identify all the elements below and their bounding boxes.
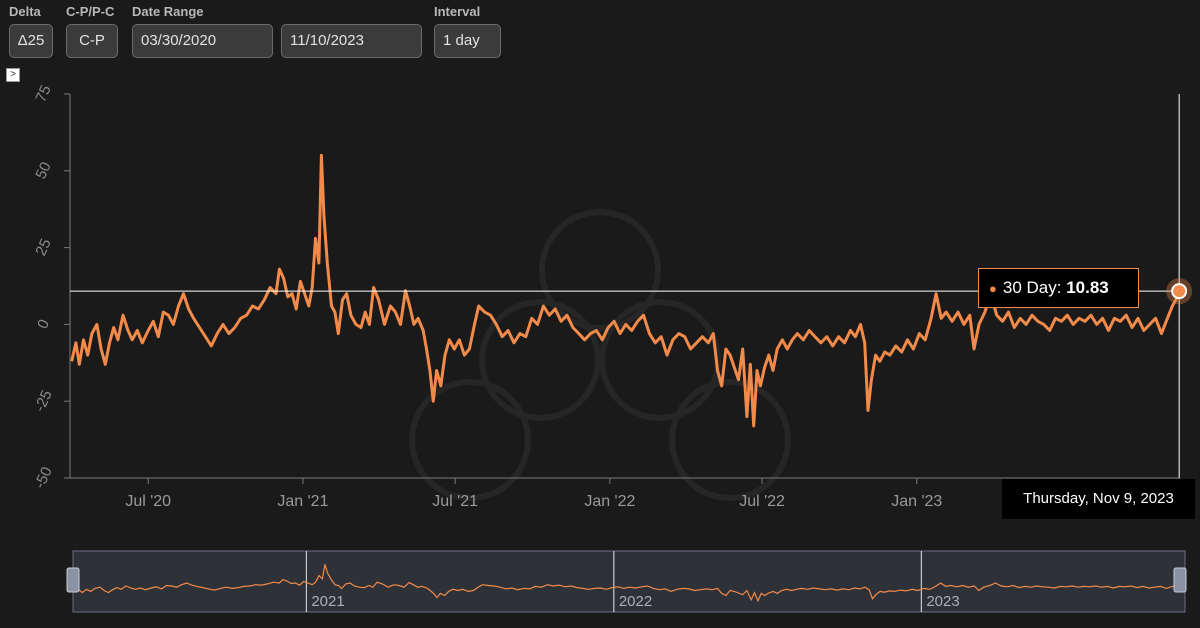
date-range-label: Date Range <box>132 4 204 19</box>
watermark-logo <box>409 209 791 501</box>
x-tick-label: Jul '20 <box>125 493 171 510</box>
x-tick-label: Jul '21 <box>432 493 478 510</box>
navigator-year-label: 2022 <box>619 593 652 610</box>
x-tick-label: Jan '23 <box>891 493 942 510</box>
hover-point[interactable] <box>1171 283 1188 300</box>
navigator-year-label: 2021 <box>311 593 344 610</box>
expand-icon[interactable]: > <box>6 68 20 82</box>
delta-control: Delta Δ25 <box>9 4 53 58</box>
date-range-control: Date Range 03/30/2020 11/10/2023 <box>132 4 422 58</box>
x-tick-label: Jan '22 <box>584 493 635 510</box>
cp-label: C-P/P-C <box>66 4 115 19</box>
crosshair-date-label: Thursday, Nov 9, 2023 <box>1002 479 1195 519</box>
navigator-left-handle[interactable] <box>66 567 80 593</box>
navigator-panel[interactable] <box>72 550 1186 613</box>
delta-select[interactable]: Δ25 <box>9 24 53 58</box>
y-tick-label: 0 <box>34 317 53 332</box>
hover-tooltip: ● 30 Day: 10.83 <box>978 268 1139 308</box>
x-tick-label: Jul '22 <box>739 493 785 510</box>
navigator-right-handle[interactable] <box>1173 567 1187 593</box>
tooltip-series-label: 30 Day: <box>1002 278 1062 297</box>
y-tick-label: 50 <box>32 159 54 181</box>
start-date-input[interactable]: 03/30/2020 <box>132 24 273 58</box>
y-tick-label: 25 <box>32 236 54 258</box>
y-tick-label: 75 <box>32 83 54 105</box>
navigator-series-line <box>74 564 1185 603</box>
series-dot-icon: ● <box>989 281 997 296</box>
end-date-input[interactable]: 11/10/2023 <box>281 24 422 58</box>
delta-label: Delta <box>9 4 41 19</box>
series-line-30-day <box>70 153 1181 428</box>
navigator-year-label: 2023 <box>926 593 959 610</box>
interval-label: Interval <box>434 4 481 19</box>
interval-control: Interval 1 day <box>434 4 501 58</box>
interval-select[interactable]: 1 day <box>434 24 501 58</box>
y-tick-label: -50 <box>31 464 56 491</box>
x-tick-label: Jan '21 <box>277 493 328 510</box>
cp-control: C-P/P-C C-P <box>66 4 118 58</box>
y-tick-label: -25 <box>31 388 56 415</box>
cp-select[interactable]: C-P <box>66 24 118 58</box>
tooltip-value: 10.83 <box>1066 278 1109 297</box>
